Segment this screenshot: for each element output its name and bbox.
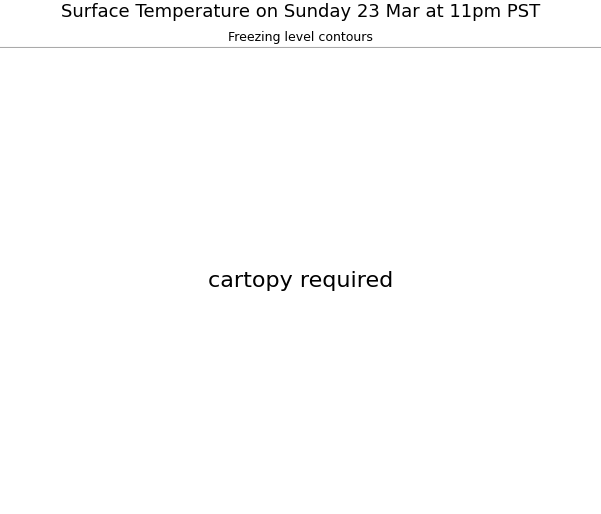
Text: Freezing level contours: Freezing level contours <box>228 31 373 44</box>
Text: Surface Temperature on Sunday 23 Mar at 11pm PST: Surface Temperature on Sunday 23 Mar at … <box>61 4 540 22</box>
Text: cartopy required: cartopy required <box>208 271 393 291</box>
